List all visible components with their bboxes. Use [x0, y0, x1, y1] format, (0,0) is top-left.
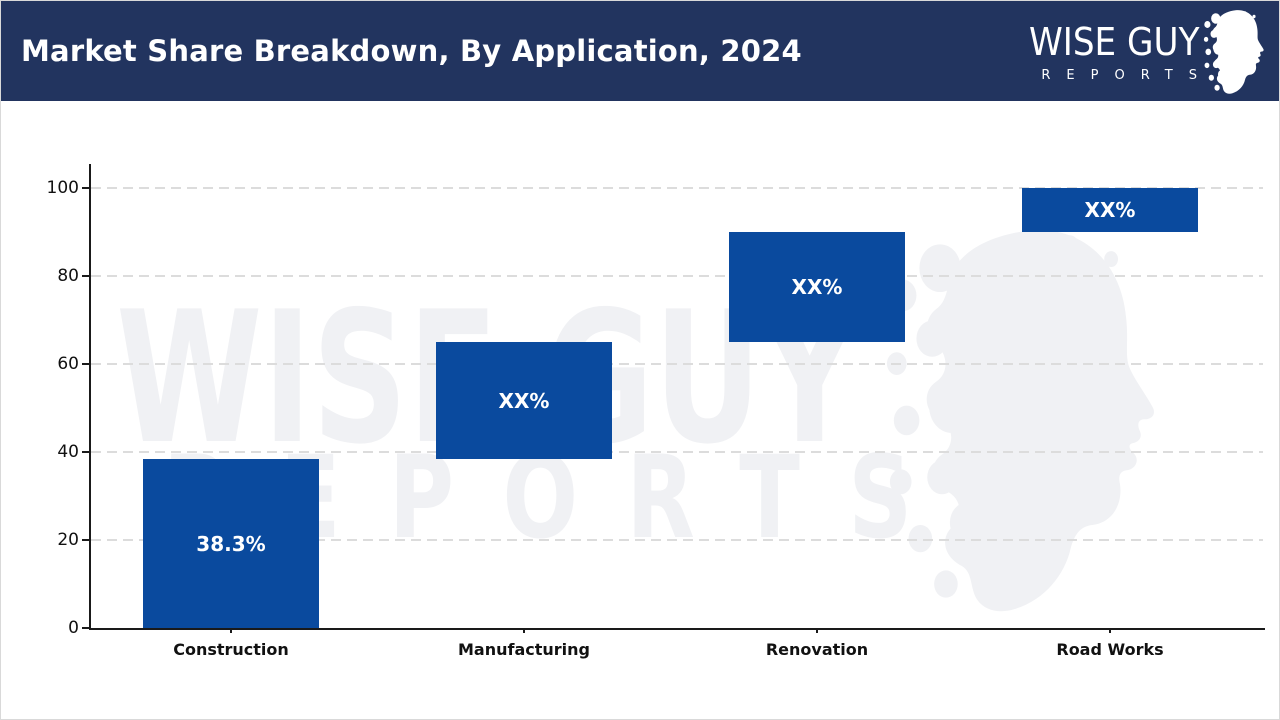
- gridline-100: [91, 187, 1263, 189]
- x-tick-label-0: Construction: [173, 640, 289, 659]
- x-tick-mark-1: [523, 628, 525, 633]
- x-tick-mark-2: [816, 628, 818, 633]
- y-axis-line: [89, 164, 91, 630]
- y-tick-mark-60: [82, 363, 89, 365]
- bar-value-label: XX%: [498, 388, 550, 413]
- bar-value-label: XX%: [791, 275, 843, 299]
- bar-construction: 38.3%: [143, 459, 319, 628]
- bar-manufacturing: XX%: [436, 342, 612, 460]
- x-tick-label-3: Road Works: [1056, 640, 1164, 659]
- x-tick-mark-0: [230, 628, 232, 633]
- y-tick-label-80: 80: [57, 266, 79, 286]
- x-tick-label-2: Renovation: [765, 640, 869, 659]
- y-tick-label-100: 100: [46, 178, 79, 198]
- y-tick-mark-20: [82, 539, 89, 541]
- wise-guy-reports-logo: WISE GUY REPORTS: [999, 7, 1269, 97]
- logo-face-icon: [1203, 10, 1264, 94]
- logo-wordmark: WISE GUY: [1028, 20, 1199, 64]
- gridline-40: [91, 451, 1263, 453]
- logo-subtitle: REPORTS: [1041, 68, 1213, 83]
- header-bar: Market Share Breakdown, By Application, …: [1, 1, 1279, 101]
- y-tick-label-40: 40: [57, 442, 79, 462]
- y-tick-label-60: 60: [57, 354, 79, 374]
- x-axis-line: [89, 628, 1265, 630]
- bar-value-label: 38.3%: [196, 531, 266, 556]
- bar-renovation: XX%: [729, 232, 905, 342]
- gridline-60: [91, 363, 1263, 365]
- x-tick-mark-3: [1109, 628, 1111, 633]
- gridline-80: [91, 275, 1263, 277]
- y-tick-label-0: 0: [68, 618, 79, 638]
- chart-title: Market Share Breakdown, By Application, …: [21, 34, 802, 68]
- y-tick-mark-0: [82, 627, 89, 629]
- bar-road-works: XX%: [1022, 188, 1198, 232]
- x-tick-label-1: Manufacturing: [458, 640, 590, 659]
- gridline-20: [91, 539, 1263, 541]
- y-tick-mark-40: [82, 451, 89, 453]
- plot-area: Construction Manufacturing Renovation Road …: [91, 187, 1263, 659]
- y-tick-label-20: 20: [57, 530, 79, 550]
- y-tick-mark-100: [82, 187, 89, 189]
- bar-value-label: XX%: [1084, 198, 1136, 222]
- y-tick-mark-80: [82, 275, 89, 277]
